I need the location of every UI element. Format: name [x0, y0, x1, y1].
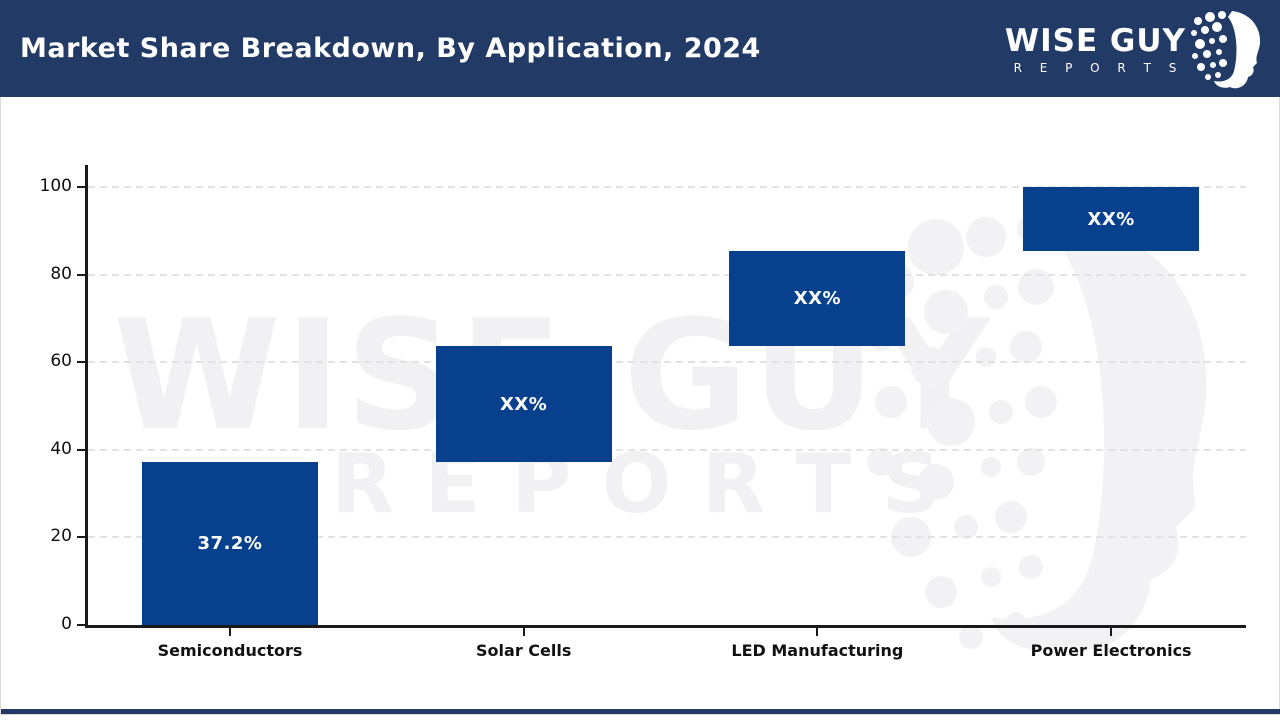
y-gridline: [88, 186, 1246, 188]
bar-value-label: XX%: [793, 288, 842, 310]
bar-led-manufacturing: XX%: [729, 251, 906, 346]
y-axis-tick-label: 20: [50, 526, 72, 547]
x-axis-tick: [1110, 628, 1113, 636]
wiseguy-face-icon: [1191, 11, 1261, 89]
page-title: Market Share Breakdown, By Application, …: [20, 33, 761, 64]
footer-bar: [1, 709, 1280, 714]
bar-solar-cells: XX%: [435, 345, 612, 463]
y-axis-line: [85, 165, 88, 628]
y-axis-tick-label: 100: [39, 176, 72, 196]
bar-semiconductors: 37.2%: [142, 462, 318, 625]
x-axis-tick: [816, 628, 819, 636]
x-axis-tick: [522, 628, 525, 636]
y-gridline: [88, 361, 1246, 364]
watermark-letter: R: [701, 437, 766, 532]
wiseguy-logo-sub: R E P O R T S: [1013, 61, 1184, 75]
watermark-face-icon: [867, 215, 1207, 650]
wiseguy-logo: WISE GUY R E P O R T S: [1005, 8, 1262, 92]
bar-value-label: XX%: [500, 393, 548, 415]
x-category-label: Solar Cells: [476, 641, 572, 660]
y-axis-tick: [77, 361, 85, 364]
y-axis-tick: [77, 273, 85, 276]
x-category-label: Semiconductors: [157, 641, 303, 660]
y-axis-tick: [77, 186, 85, 188]
x-category-label: LED Manufacturing: [731, 641, 904, 660]
watermark-letter: T: [795, 437, 852, 532]
y-gridline: [88, 273, 1246, 276]
bar-value-label: 37.2%: [197, 533, 263, 555]
y-axis-tick-label: 60: [50, 351, 72, 372]
x-axis-line: [85, 625, 1246, 628]
header-bar: Market Share Breakdown, By Application, …: [0, 0, 1280, 97]
chart-area: 0 20 40 60 80 100 37.2% Semiconductors XX% Solar …: [0, 97, 1280, 715]
wiseguy-logo-text: WISE GUY R E P O R T S: [1005, 24, 1186, 76]
x-category-label: Power Electronics: [1030, 641, 1192, 660]
y-axis-tick-label: 80: [50, 263, 72, 284]
watermark-letter: O: [601, 437, 672, 532]
x-axis-tick: [229, 628, 231, 636]
y-axis-tick: [77, 624, 85, 626]
watermark-letter: R: [331, 437, 395, 532]
bar-value-label: XX%: [1087, 208, 1135, 230]
y-axis-tick-label: 0: [61, 614, 72, 634]
y-axis-tick: [77, 448, 85, 451]
wiseguy-logo-name: WISE GUY: [1004, 23, 1186, 59]
y-gridline: [88, 448, 1246, 451]
bar-power-electronics: XX%: [1023, 187, 1200, 252]
y-axis-tick-label: 40: [50, 438, 72, 459]
y-axis-tick: [77, 536, 85, 539]
y-gridline: [88, 536, 1246, 539]
